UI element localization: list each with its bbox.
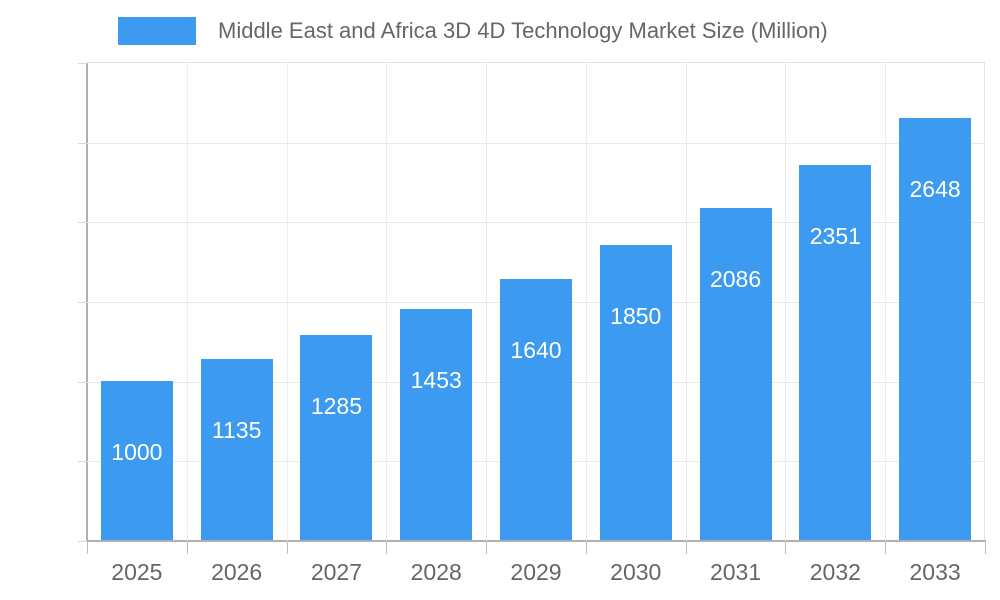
y-tick-mark [78, 541, 87, 542]
x-tick-label: 2028 [410, 559, 462, 585]
bar-value-label: 1000 [111, 438, 163, 465]
bar-value-label: 1135 [211, 417, 262, 444]
x-tick-label: 2026 [211, 559, 263, 585]
bar[interactable]: 1135 [200, 359, 273, 540]
x-tick-label: 2031 [709, 559, 762, 585]
x-tick-mark [87, 541, 88, 554]
chart-legend[interactable]: Middle East and Africa 3D 4D Technology … [118, 16, 828, 46]
x-tick-mark [885, 541, 887, 554]
bar-value-label: 2086 [709, 265, 762, 292]
x-tick-mark [785, 541, 787, 554]
gridline-horizontal [87, 222, 985, 224]
x-tick-mark [585, 541, 587, 554]
x-tick-mark [486, 541, 488, 554]
legend-color-swatch [118, 17, 196, 45]
x-tick-mark [685, 541, 687, 554]
gridline-vertical [186, 63, 188, 541]
gridline-vertical [486, 63, 488, 541]
x-tick-label: 2027 [310, 559, 363, 585]
bar-value-label: 2351 [809, 223, 861, 250]
gridline-vertical [386, 63, 388, 541]
x-tick-mark [186, 541, 188, 554]
legend-series-label: Middle East and Africa 3D 4D Technology … [218, 18, 828, 43]
x-axis-line [86, 540, 986, 542]
bar[interactable]: 1000 [100, 380, 173, 540]
bar[interactable]: 1640 [500, 278, 572, 540]
x-tick-label: 2029 [510, 559, 562, 585]
x-tick-label: 2025 [111, 559, 163, 585]
bar-value-label: 2648 [909, 176, 961, 203]
bar[interactable]: 1285 [300, 335, 373, 540]
y-tick-mark [78, 222, 87, 224]
bar[interactable]: 2086 [699, 207, 772, 540]
bar-value-label: 1453 [410, 366, 462, 393]
y-tick-mark [78, 142, 87, 144]
x-tick-mark [286, 541, 288, 554]
y-tick-mark [78, 302, 87, 303]
gridline-horizontal [87, 142, 985, 144]
bar-value-label: 1285 [310, 393, 363, 420]
gridline-vertical [785, 63, 787, 541]
bar[interactable]: 2648 [899, 118, 972, 540]
bar[interactable]: 2351 [799, 165, 872, 540]
y-tick-mark [78, 63, 87, 64]
x-tick-label: 2033 [909, 559, 961, 585]
bar[interactable]: 1453 [400, 308, 473, 540]
bar[interactable]: 1850 [599, 245, 672, 540]
gridline-vertical [885, 63, 887, 541]
y-tick-mark [78, 461, 87, 463]
gridline-vertical [585, 63, 587, 541]
x-tick-label: 2030 [610, 559, 662, 585]
y-tick-mark [78, 381, 87, 383]
gridline-vertical [286, 63, 288, 541]
gridline-vertical [685, 63, 687, 541]
plot-area: 050010001500200025003000 202520262027202… [78, 62, 986, 585]
bar-value-label: 1640 [510, 336, 562, 363]
x-tick-label: 2032 [809, 559, 861, 585]
bar-value-label: 1850 [610, 303, 662, 330]
x-tick-mark [985, 541, 986, 554]
x-tick-mark [386, 541, 388, 554]
